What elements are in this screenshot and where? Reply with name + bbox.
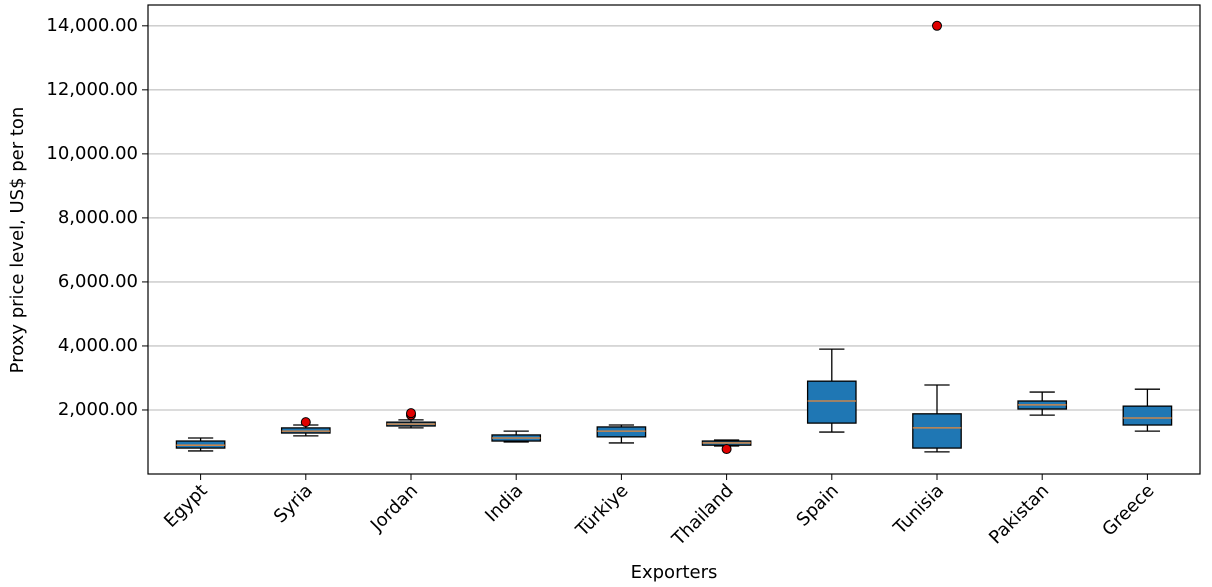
y-tick-label: 6,000.00: [58, 271, 138, 292]
x-tick-label: Thailand: [667, 480, 737, 550]
x-tick-label: Syria: [270, 480, 317, 527]
x-tick-label: Jordan: [366, 480, 422, 536]
x-tick-label: Tunisia: [889, 480, 948, 539]
y-tick-label: 4,000.00: [58, 335, 138, 356]
x-tick-label: Egypt: [160, 480, 212, 532]
outlier: [300, 417, 311, 428]
x-axis-label: Exporters: [631, 562, 718, 583]
x-tick-label: Greece: [1098, 480, 1158, 540]
box: [1122, 405, 1173, 426]
x-tick-label: Spain: [792, 480, 842, 530]
y-tick-label: 14,000.00: [46, 15, 138, 36]
box: [806, 380, 857, 424]
x-tick-label: India: [481, 480, 527, 526]
outlier: [721, 444, 732, 455]
box: [596, 426, 647, 438]
outlier: [932, 20, 942, 31]
plot-frame: [147, 4, 1201, 475]
box: [912, 413, 962, 449]
y-tick-label: 10,000.00: [46, 143, 138, 164]
y-tick-label: 8,000.00: [58, 207, 138, 228]
y-tick-label: 2,000.00: [58, 399, 138, 420]
outlier: [406, 408, 416, 419]
x-tick-label: Türkiye: [571, 480, 632, 541]
y-tick-label: 12,000.00: [46, 79, 138, 100]
y-axis-label: Proxy price level, US$ per ton: [7, 107, 28, 374]
x-tick-label: Pakistan: [985, 480, 1053, 548]
